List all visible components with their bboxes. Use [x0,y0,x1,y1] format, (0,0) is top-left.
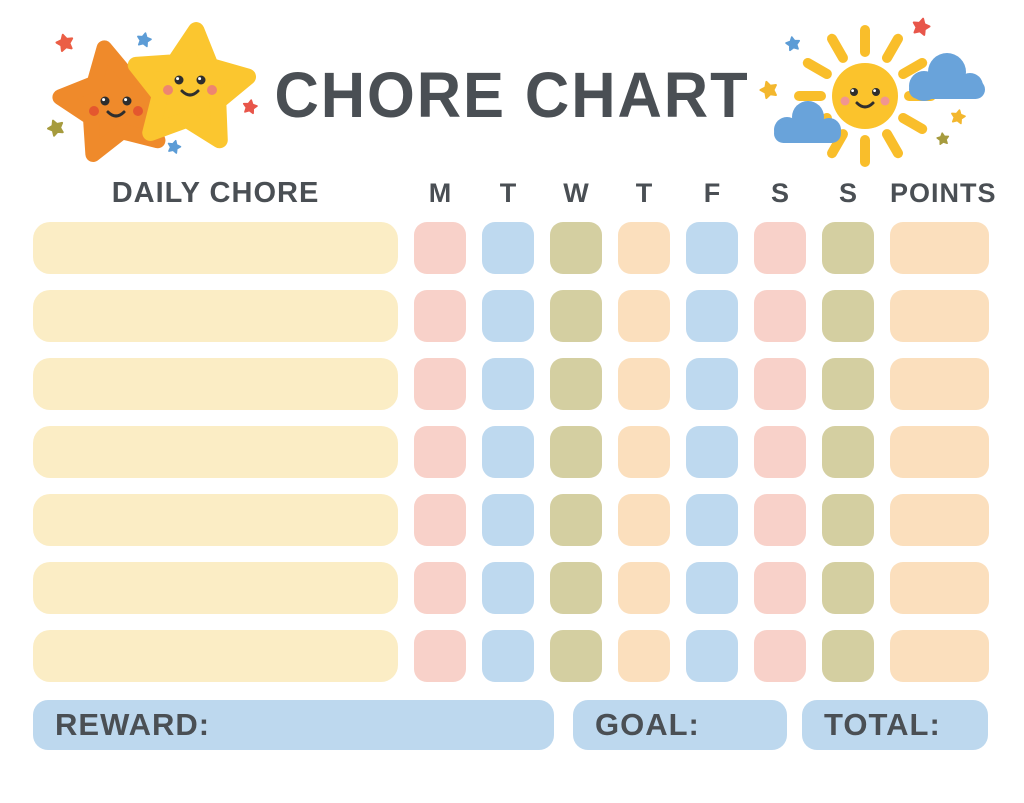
chore-name-field[interactable] [33,630,398,682]
sun-illustration [757,15,985,167]
day-cell[interactable] [414,426,466,478]
chore-name-field[interactable] [33,358,398,410]
day-header-sun: S [838,177,857,208]
day-cell[interactable] [482,290,534,342]
chore-row [33,494,989,546]
day-cell[interactable] [414,290,466,342]
day-cell[interactable] [686,290,738,342]
day-cell[interactable] [618,494,670,546]
day-cell[interactable] [414,222,466,274]
chore-name-field[interactable] [33,290,398,342]
day-cell[interactable] [414,630,466,682]
day-header-sat: S [770,177,789,208]
day-cell[interactable] [754,222,806,274]
day-cell[interactable] [550,290,602,342]
chore-row [33,290,989,342]
day-cell[interactable] [550,222,602,274]
day-cell[interactable] [550,630,602,682]
goal-field[interactable]: GOAL: [573,700,787,750]
day-cell[interactable] [686,494,738,546]
chore-row [33,426,989,478]
day-cell[interactable] [618,426,670,478]
chore-row [33,222,989,274]
day-cell[interactable] [822,426,874,478]
day-cell[interactable] [754,426,806,478]
daily-chore-header: DAILY CHORE [111,176,320,209]
reward-field[interactable]: REWARD: [33,700,554,750]
page-title: CHORE CHART [274,59,750,131]
points-field[interactable] [890,562,989,614]
day-cell[interactable] [618,562,670,614]
day-cell[interactable] [754,290,806,342]
day-cell[interactable] [822,562,874,614]
points-field[interactable] [890,426,989,478]
chore-row [33,630,989,682]
day-cell[interactable] [482,630,534,682]
points-field[interactable] [890,222,989,274]
day-header-fri: F [703,177,721,208]
chore-name-field[interactable] [33,562,398,614]
chore-row [33,358,989,410]
day-cell[interactable] [618,358,670,410]
day-header-tue: T [499,177,517,208]
cloud-icon [774,101,841,143]
day-cell[interactable] [482,358,534,410]
day-cell[interactable] [686,358,738,410]
day-cell[interactable] [482,426,534,478]
points-field[interactable] [890,494,989,546]
reward-label: REWARD: [55,707,211,742]
day-cell[interactable] [754,358,806,410]
day-cell[interactable] [754,562,806,614]
day-cell[interactable] [822,358,874,410]
day-cell[interactable] [482,494,534,546]
day-cell[interactable] [414,562,466,614]
day-cell[interactable] [686,222,738,274]
day-cell[interactable] [618,290,670,342]
day-cell[interactable] [822,290,874,342]
points-field[interactable] [890,290,989,342]
chore-name-field[interactable] [33,222,398,274]
chore-name-field[interactable] [33,494,398,546]
day-cell[interactable] [482,562,534,614]
day-cell[interactable] [686,630,738,682]
chore-row [33,562,989,614]
goal-label: GOAL: [595,707,700,742]
day-cell[interactable] [414,358,466,410]
day-cell[interactable] [822,630,874,682]
points-field[interactable] [890,630,989,682]
day-cell[interactable] [686,426,738,478]
column-header-row: DAILY CHORE M T W T F S S POINTS [33,176,997,210]
day-cell[interactable] [822,494,874,546]
day-cell[interactable] [686,562,738,614]
stars-illustration [28,14,288,174]
day-cell[interactable] [550,426,602,478]
yellow-star-icon [129,24,252,142]
day-cell[interactable] [754,630,806,682]
day-header-wed: W [563,177,589,208]
day-cell[interactable] [482,222,534,274]
day-cell[interactable] [550,494,602,546]
points-field[interactable] [890,358,989,410]
day-header-mon: M [428,177,452,208]
total-label: TOTAL: [824,707,941,742]
day-header-thu: T [635,177,653,208]
day-cell[interactable] [618,222,670,274]
cloud-icon [909,53,985,101]
day-cell[interactable] [550,562,602,614]
points-header: POINTS [890,177,997,208]
orange-star-icon [52,37,177,158]
day-cell[interactable] [618,630,670,682]
day-cell[interactable] [414,494,466,546]
chore-name-field[interactable] [33,426,398,478]
day-cell[interactable] [754,494,806,546]
total-field[interactable]: TOTAL: [802,700,988,750]
day-cell[interactable] [822,222,874,274]
day-cell[interactable] [550,358,602,410]
